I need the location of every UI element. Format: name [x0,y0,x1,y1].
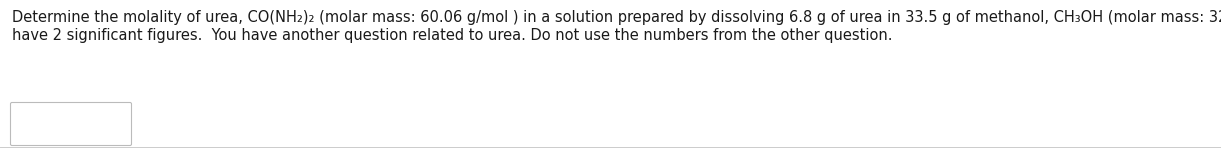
FancyBboxPatch shape [11,103,132,145]
Text: Determine the molality of urea, CO(NH₂)₂ (molar mass: 60.06 g/mol ) in a solutio: Determine the molality of urea, CO(NH₂)₂… [12,10,1221,25]
Text: have 2 significant figures.  You have another question related to urea. Do not u: have 2 significant figures. You have ano… [12,28,893,43]
